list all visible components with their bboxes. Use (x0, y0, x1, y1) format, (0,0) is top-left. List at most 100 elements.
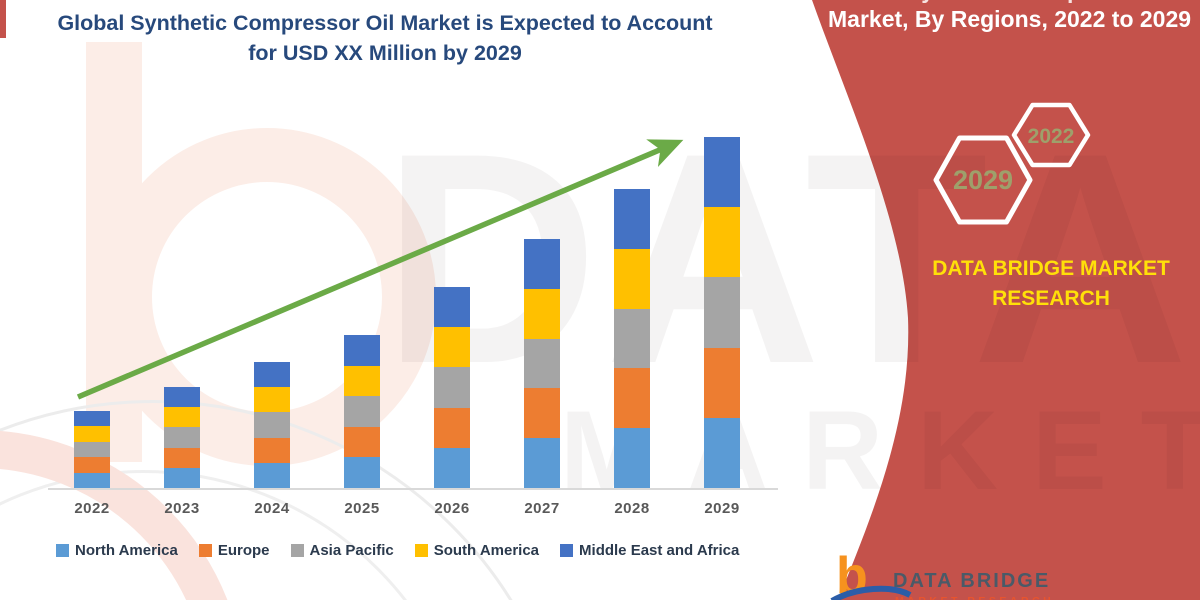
stacked-bar-2026 (434, 287, 470, 488)
x-axis-label-2026: 2026 (434, 500, 470, 517)
bar-slot-2029 (677, 130, 767, 488)
x-axis-label-2027: 2027 (524, 500, 560, 517)
watermark-text-marketresearch: MARKET RESEARCH (560, 388, 1200, 513)
footer-logo-name: DATA BRIDGE (893, 570, 1051, 592)
bar-slot-2026 (407, 130, 497, 488)
bar-segment (704, 277, 740, 348)
x-axis-label-2024: 2024 (254, 500, 290, 517)
banner-title-line1-clipped: Global Synthetic Compressor Oil (828, 0, 1188, 4)
legend-label: South America (433, 542, 540, 559)
bar-segment (344, 457, 380, 488)
stacked-bar-2024 (254, 362, 290, 488)
bar-segment (254, 462, 290, 488)
x-axis-labels: 2022 2023 2024 2025 2026 2027 2028 2029 (47, 500, 767, 517)
bar-segment (344, 335, 380, 366)
bar-segment (704, 347, 740, 418)
bar-slot-2022 (47, 130, 137, 488)
bar-slot-2025 (317, 130, 407, 488)
legend-label: Europe (217, 542, 270, 559)
legend-item: North America (56, 542, 178, 559)
bar-segment (524, 388, 560, 439)
legend-label: Middle East and Africa (579, 542, 740, 559)
legend-swatch-icon (56, 544, 69, 557)
bar-segment (524, 288, 560, 339)
stacked-bar-2025 (344, 335, 380, 488)
bar-segment (344, 426, 380, 458)
hexagon-2022-year: 2022 (1028, 125, 1075, 148)
legend-label: Asia Pacific (309, 542, 394, 559)
bar-segment (614, 308, 650, 369)
bar-slot-2024 (227, 130, 317, 488)
bar-segment (614, 248, 650, 309)
bar-segment (434, 287, 470, 328)
bar-segment (524, 239, 560, 289)
legend-item: Asia Pacific (290, 542, 394, 559)
bar-segment (164, 467, 200, 488)
bar-segment (524, 338, 560, 389)
bar-segment (254, 412, 290, 438)
hexagon-2029-year: 2029 (953, 165, 1013, 195)
bar-segment (164, 427, 200, 448)
chart-title-line2: for USD XX Million by 2029 (248, 41, 522, 65)
bar-segment (614, 428, 650, 488)
bar-segment (164, 407, 200, 428)
stacked-bar-2027 (524, 239, 560, 488)
bar-segment (614, 368, 650, 429)
x-axis-label-2023: 2023 (164, 500, 200, 517)
bar-segment (74, 472, 110, 488)
bar-segment (434, 327, 470, 368)
stacked-bar-2028 (614, 189, 650, 488)
bar-segment (704, 417, 740, 488)
bar-segment (74, 457, 110, 473)
bar-segment (74, 441, 110, 458)
bar-segment (164, 447, 200, 468)
legend-swatch-icon (198, 544, 212, 557)
bar-segment (434, 407, 470, 448)
x-axis-label-2025: 2025 (344, 500, 380, 517)
corner-accent (0, 0, 6, 38)
plot-area (47, 130, 767, 488)
bar-segment (254, 437, 290, 463)
x-axis-line (48, 488, 778, 490)
legend-item: South America (414, 542, 540, 559)
bar-segment (254, 362, 290, 388)
legend-item: Europe (198, 542, 270, 559)
x-axis-label-2029: 2029 (704, 500, 740, 517)
legend-swatch-icon (414, 544, 428, 557)
bar-segment (704, 137, 740, 208)
hexagon-2029 (933, 135, 1033, 225)
bar-segment (704, 207, 740, 278)
chart-title-line1: Global Synthetic Compressor Oil Market i… (57, 11, 713, 35)
stacked-bar-2029 (704, 137, 740, 488)
brand-text-line2: RESEARCH (992, 287, 1110, 310)
chart-legend: North America Europe Asia Pacific South Ame… (56, 542, 776, 559)
legend-label: North America (75, 542, 178, 559)
bar-segment (434, 447, 470, 488)
bar-slot-2023 (137, 130, 227, 488)
bar-segment (614, 189, 650, 249)
footer-logo-swoosh-icon (830, 585, 912, 600)
x-axis-label-2028: 2028 (614, 500, 650, 517)
stacked-bar-2023 (164, 387, 200, 488)
bar-segment (74, 411, 110, 427)
bar-segment (164, 387, 200, 408)
stacked-bar-2022 (74, 411, 110, 488)
bar-segment (434, 367, 470, 408)
banner-title-line2: Market, By Regions, 2022 to 2029 (828, 6, 1192, 32)
bar-segment (524, 438, 560, 488)
legend-swatch-icon (290, 544, 304, 557)
bar-slot-2028 (587, 130, 677, 488)
x-axis-label-2022: 2022 (74, 500, 110, 517)
legend-swatch-icon (560, 544, 574, 557)
bar-slot-2027 (497, 130, 587, 488)
bar-segment (74, 426, 110, 442)
bar-segment (254, 387, 290, 413)
brand-text: DATA BRIDGE MARKET RESEARCH (920, 254, 1182, 314)
footer-logo-subtitle: MARKET RESEARCH (895, 595, 1054, 600)
legend-item: Middle East and Africa (560, 542, 739, 559)
bar-segment (344, 365, 380, 397)
chart-title: Global Synthetic Compressor Oil Market i… (35, 8, 735, 68)
brand-text-line1: DATA BRIDGE MARKET (932, 257, 1170, 280)
